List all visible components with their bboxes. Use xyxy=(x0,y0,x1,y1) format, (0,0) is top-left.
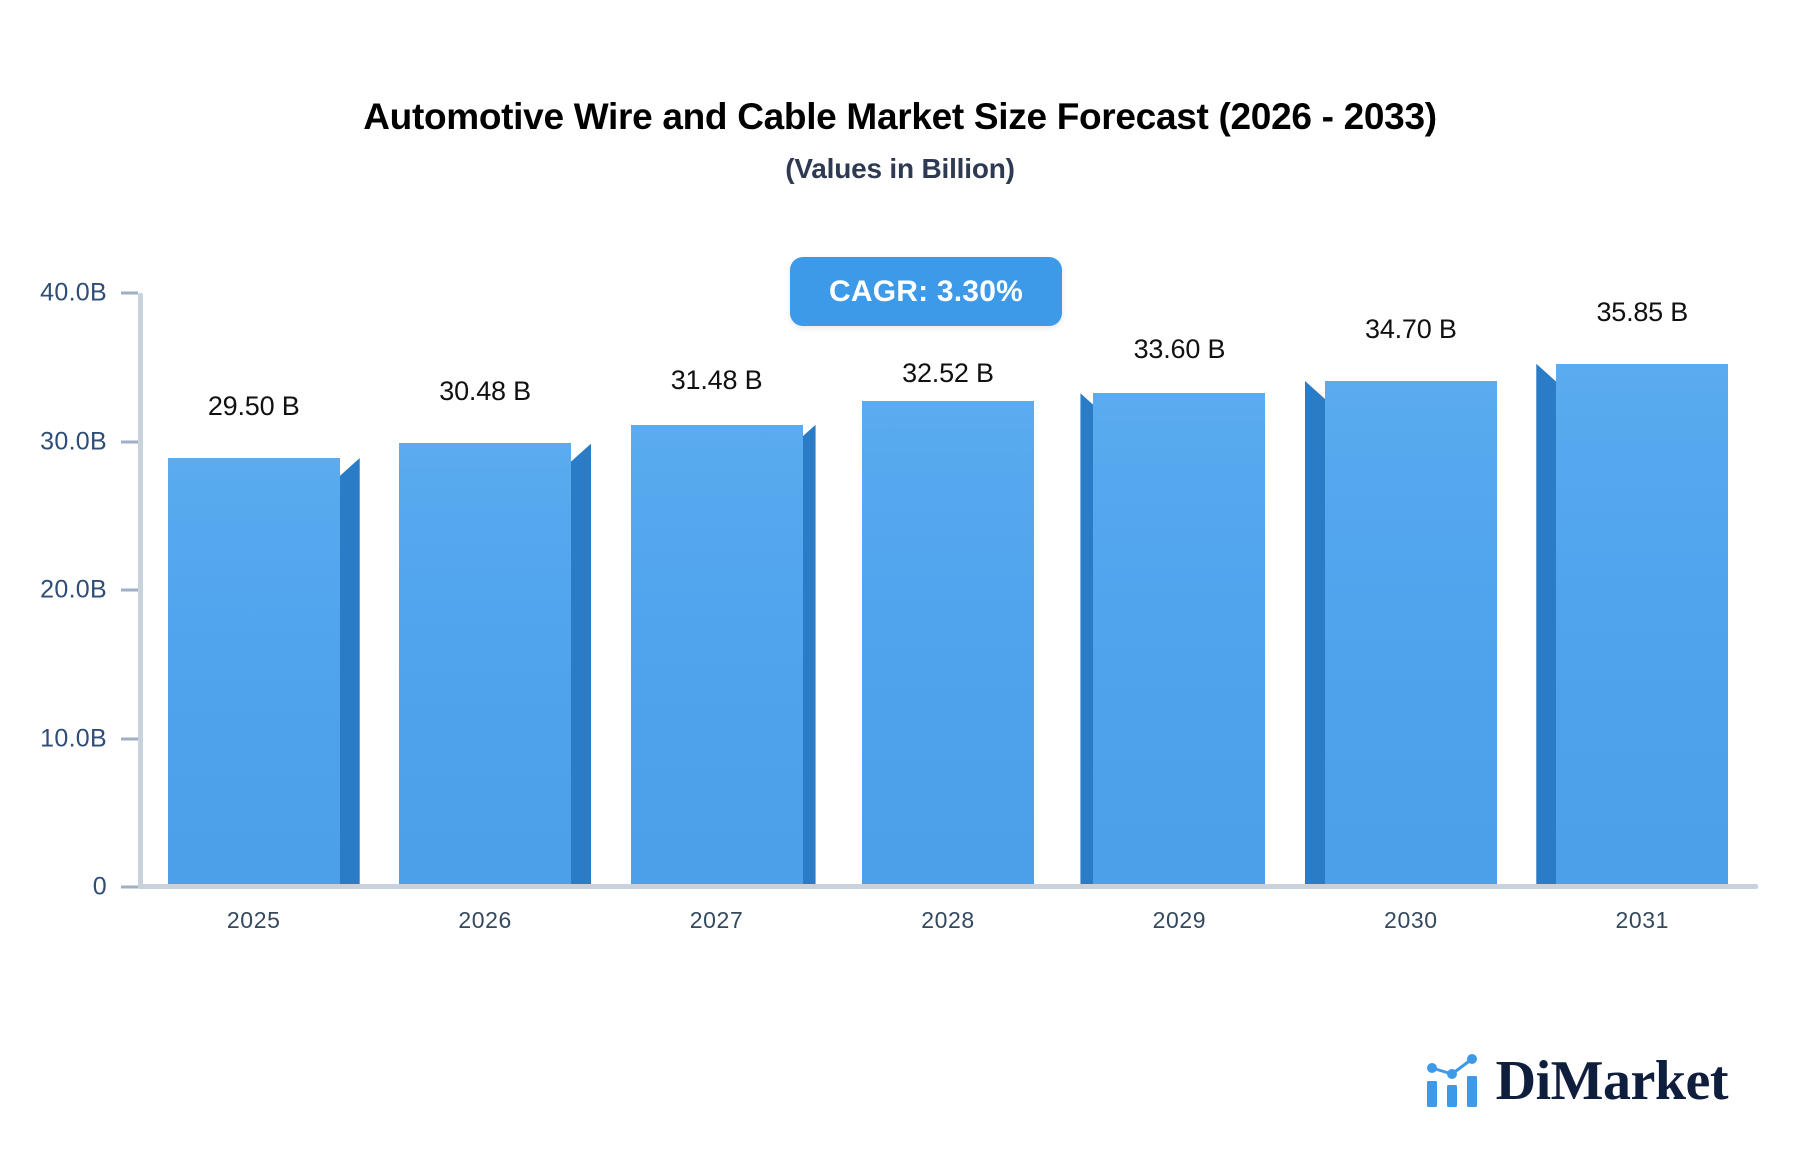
bar-front-face xyxy=(167,458,340,884)
bar-front-face xyxy=(630,424,803,884)
logo-text: DiMarket xyxy=(1495,1049,1729,1112)
bar-value-label: 29.50 B xyxy=(207,390,300,421)
y-axis-tick-label: 20.0B xyxy=(40,575,107,604)
y-axis-tick-mark xyxy=(121,737,138,740)
y-axis-tick: 30.0B xyxy=(40,427,138,456)
bar[interactable]: 35.85 B xyxy=(1536,297,1729,884)
bar-front-face xyxy=(399,443,572,884)
y-axis-tick-label: 40.0B xyxy=(40,278,107,307)
bar-value-label: 33.60 B xyxy=(1133,333,1226,364)
bar-front-face xyxy=(1556,363,1729,884)
y-axis-tick-mark xyxy=(121,885,138,889)
x-axis-label: 2026 xyxy=(458,907,512,933)
bar-value-label: 34.70 B xyxy=(1365,313,1457,344)
bar[interactable]: 29.50 B xyxy=(167,391,360,884)
y-axis-tick: 20.0B xyxy=(40,576,138,605)
chart-title: Automotive Wire and Cable Market Size Fo… xyxy=(363,96,1437,137)
bar[interactable]: 31.48 B xyxy=(630,365,816,884)
x-axis-line xyxy=(138,884,1758,889)
y-axis-tick: 0 xyxy=(93,873,138,902)
bar-front-face xyxy=(1093,393,1266,884)
x-axis-label: 2025 xyxy=(226,907,281,933)
bar-chart-icon xyxy=(1426,1052,1480,1108)
y-axis-tick-label: 30.0B xyxy=(40,427,107,455)
y-axis-tick-label: 0 xyxy=(92,872,107,901)
bar-value-label: 35.85 B xyxy=(1596,296,1689,327)
bar-value-label: 30.48 B xyxy=(439,376,531,407)
y-axis-tick-mark xyxy=(121,588,138,592)
y-axis-tick: 10.0B xyxy=(40,724,138,753)
x-axis-label: 2027 xyxy=(689,907,744,933)
bar-value-label: 31.48 B xyxy=(670,365,763,396)
chart-header: Automotive Wire and Cable Market Size Fo… xyxy=(0,98,1800,185)
y-axis-tick-mark xyxy=(121,291,138,295)
cagr-badge: CAGR: 3.30% xyxy=(790,257,1062,326)
x-axis-label: 2030 xyxy=(1384,907,1438,933)
bars-layer: 29.50 B 30.48 B 31.48 B 32.52 B 33.60 B 34.70… xyxy=(138,285,1758,889)
plot-area: 0 10.0B 20.0B 30.0B 40.0B 29.50 B 30.48 B 31.4… xyxy=(40,279,1758,933)
dimarket-logo: DiMarket xyxy=(1426,1049,1729,1112)
bar[interactable]: 30.48 B xyxy=(399,376,592,884)
x-axis-label: 2029 xyxy=(1152,907,1207,933)
y-axis-tick: 40.0B xyxy=(40,279,138,308)
bar-value-label: 32.52 B xyxy=(902,358,994,389)
y-axis-tick-label: 10.0B xyxy=(40,724,107,752)
bar-front-face xyxy=(862,401,1034,884)
x-axis-label: 2031 xyxy=(1615,907,1670,933)
bar[interactable]: 34.70 B xyxy=(1304,314,1497,884)
bar[interactable]: 32.52 B xyxy=(862,358,1034,884)
bar-front-face xyxy=(1324,380,1497,884)
chart-subtitle: (Values in Billion) xyxy=(785,153,1015,184)
bar[interactable]: 33.60 B xyxy=(1080,334,1266,884)
x-axis-label: 2028 xyxy=(921,907,975,933)
y-axis-tick-mark xyxy=(121,440,138,443)
y-axis-line xyxy=(138,293,143,887)
